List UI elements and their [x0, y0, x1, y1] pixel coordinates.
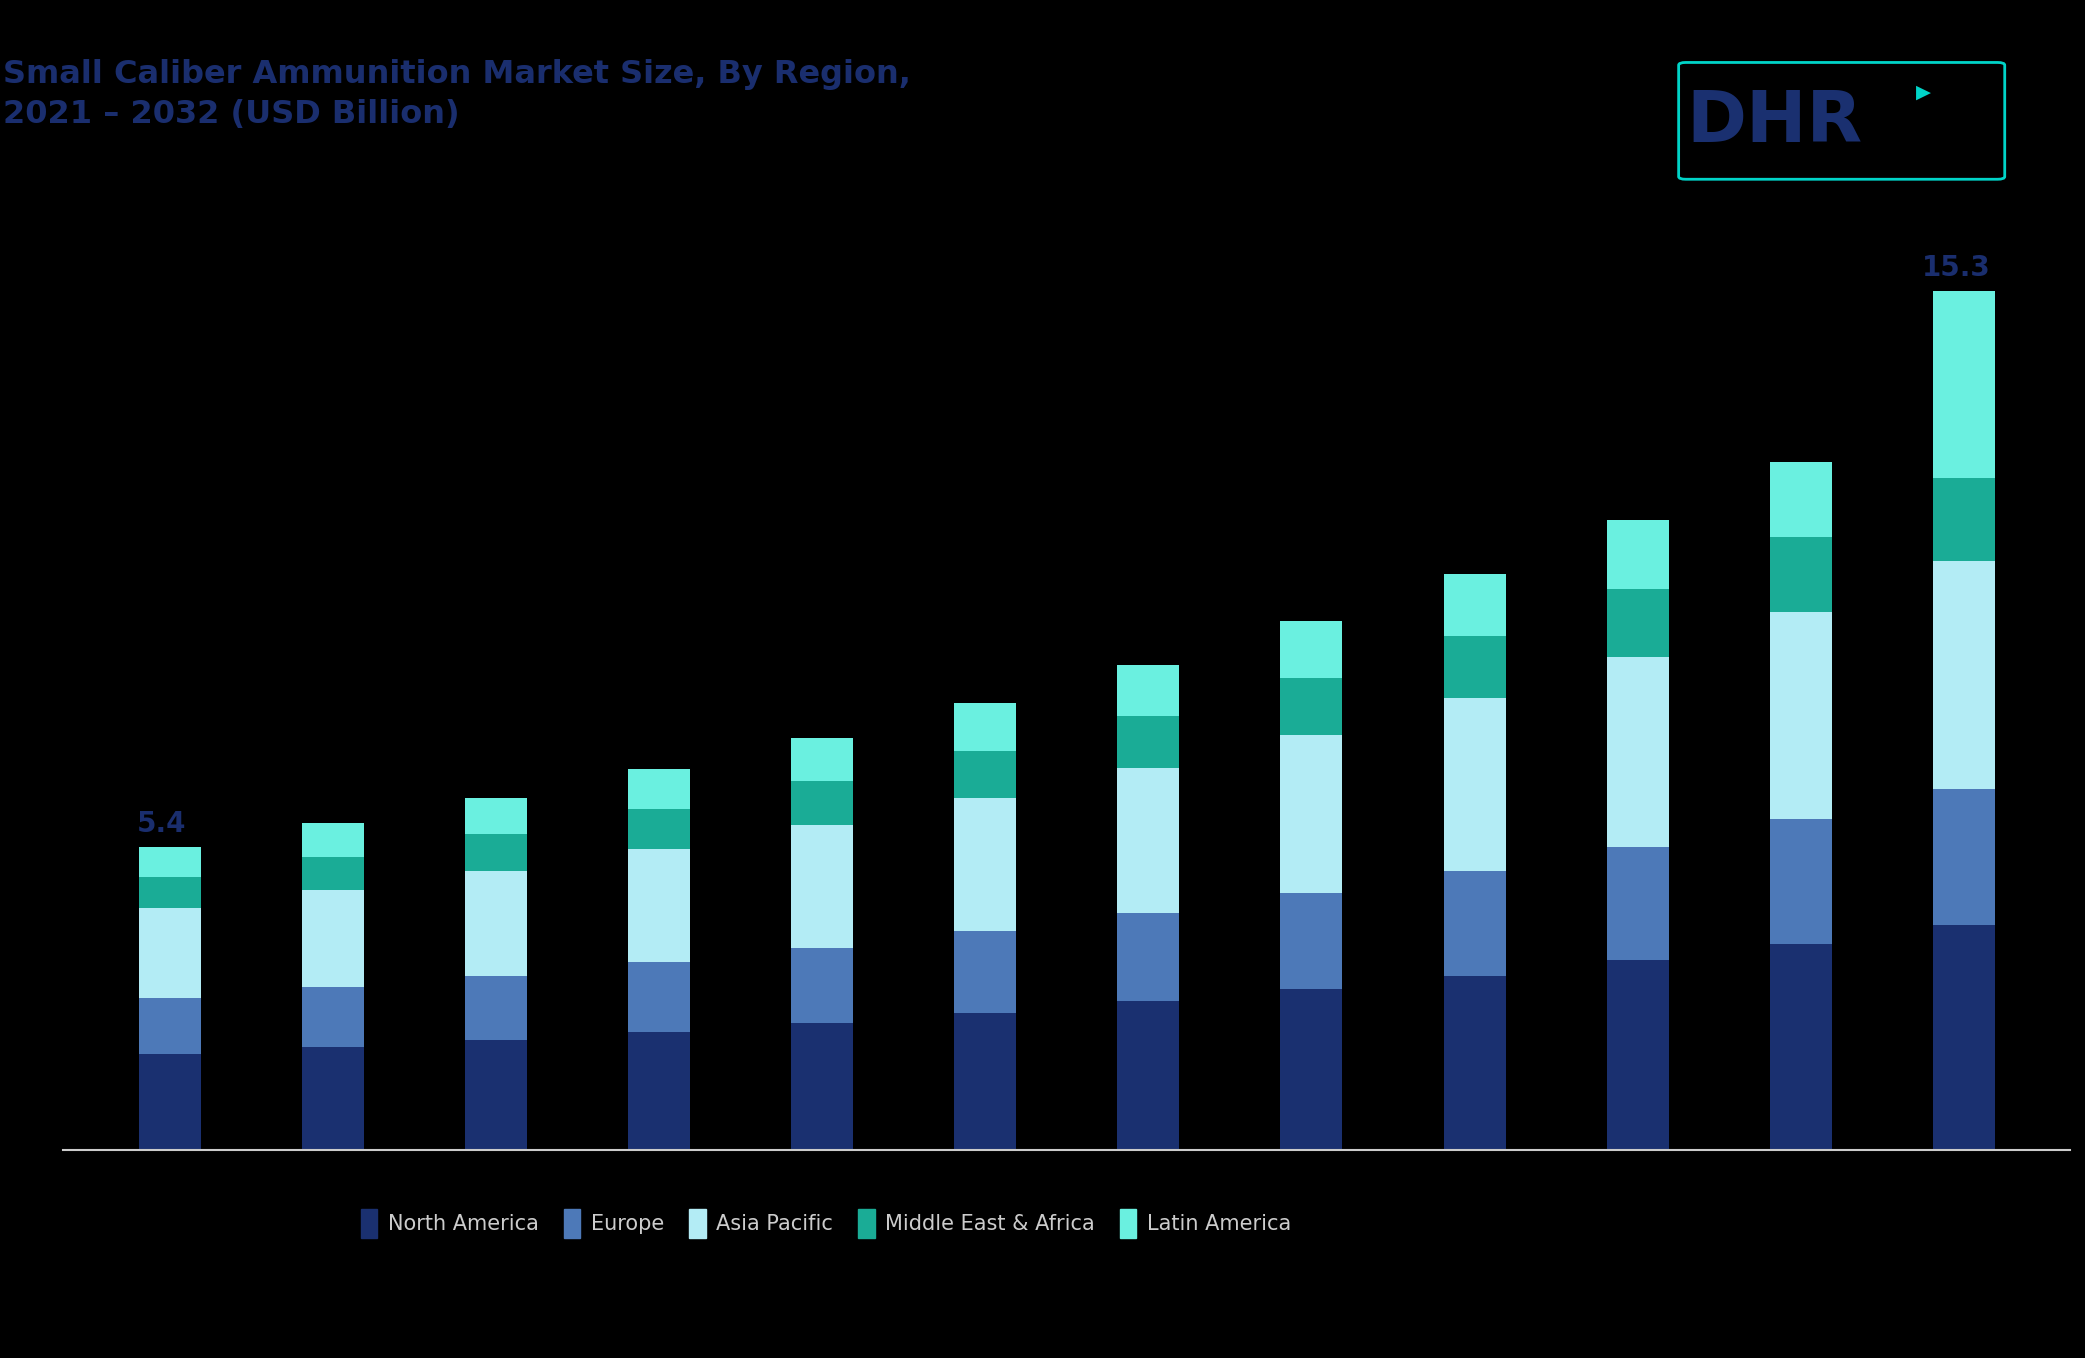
Bar	[1443, 698, 1505, 872]
Bar	[628, 769, 690, 809]
Bar	[1933, 478, 1995, 561]
Bar	[302, 823, 363, 857]
Bar	[790, 824, 853, 948]
Bar	[302, 857, 363, 891]
Bar	[628, 809, 690, 849]
Bar	[955, 751, 1015, 797]
Bar	[302, 1047, 363, 1150]
Bar	[138, 998, 200, 1054]
Text: DHR: DHR	[1687, 88, 1862, 156]
Bar	[1280, 678, 1343, 735]
Bar	[1118, 914, 1180, 1001]
Bar	[628, 961, 690, 1032]
Text: 5.4: 5.4	[138, 811, 186, 838]
Bar	[1443, 574, 1505, 636]
Bar	[1608, 520, 1668, 589]
Bar	[1933, 925, 1995, 1150]
Bar	[1770, 944, 1833, 1150]
Bar	[138, 846, 200, 877]
Bar	[1608, 846, 1668, 960]
Bar	[1608, 589, 1668, 657]
Bar	[1118, 664, 1180, 716]
Bar	[1933, 789, 1995, 925]
Text: Small Caliber Ammunition Market Size, By Region,
2021 – 2032 (USD Billion): Small Caliber Ammunition Market Size, By…	[4, 58, 911, 130]
Bar	[465, 870, 528, 975]
Bar	[1280, 989, 1343, 1150]
Bar	[302, 891, 363, 987]
Bar	[1118, 1001, 1180, 1150]
Bar	[1443, 636, 1505, 698]
Bar	[465, 797, 528, 834]
Bar	[138, 877, 200, 909]
Bar	[1608, 657, 1668, 846]
Bar	[1770, 612, 1833, 819]
Bar	[628, 1032, 690, 1150]
Bar	[465, 834, 528, 870]
Legend: North America, Europe, Asia Pacific, Middle East & Africa, Latin America: North America, Europe, Asia Pacific, Mid…	[352, 1200, 1299, 1247]
Bar	[1770, 462, 1833, 536]
Bar	[1443, 872, 1505, 975]
Bar	[955, 797, 1015, 932]
Bar	[790, 739, 853, 781]
Bar	[790, 781, 853, 824]
Text: ▶: ▶	[1916, 83, 1931, 102]
Bar	[1608, 960, 1668, 1150]
Text: 15.3: 15.3	[1922, 254, 1991, 282]
Bar	[1443, 975, 1505, 1150]
Bar	[1933, 561, 1995, 789]
Bar	[465, 975, 528, 1040]
Bar	[790, 948, 853, 1023]
Bar	[1770, 819, 1833, 944]
Bar	[138, 909, 200, 998]
Bar	[628, 849, 690, 961]
Bar	[955, 932, 1015, 1013]
Bar	[955, 703, 1015, 751]
Bar	[1933, 291, 1995, 478]
Bar	[1770, 536, 1833, 612]
Bar	[1280, 622, 1343, 678]
Bar	[302, 987, 363, 1047]
Bar	[1118, 767, 1180, 914]
Bar	[465, 1040, 528, 1150]
Bar	[1280, 894, 1343, 989]
Bar	[955, 1013, 1015, 1150]
Bar	[1280, 735, 1343, 894]
Bar	[138, 1054, 200, 1150]
Bar	[790, 1023, 853, 1150]
Bar	[1118, 716, 1180, 767]
